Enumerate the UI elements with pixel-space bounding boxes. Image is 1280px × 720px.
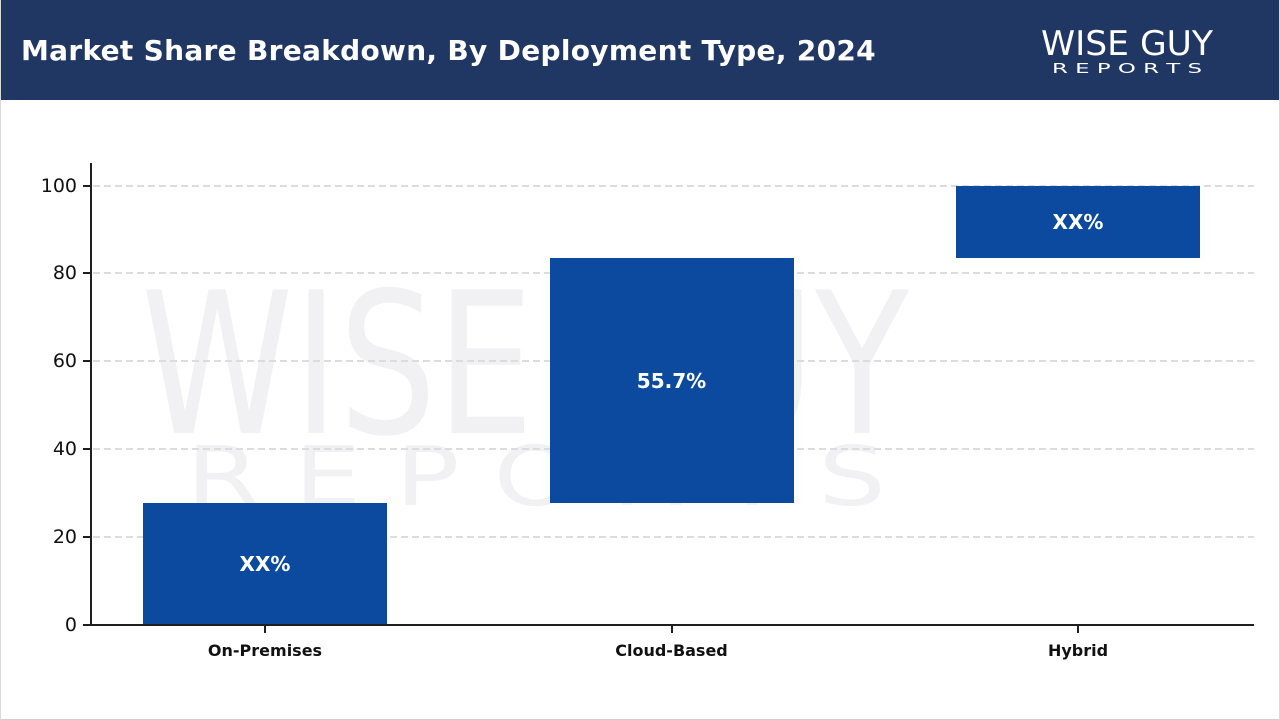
page-title: Market Share Breakdown, By Deployment Ty… — [21, 33, 876, 67]
bar-cloud-based: 55.7% — [549, 258, 794, 504]
bar-value-label: XX% — [1052, 209, 1104, 234]
y-tick-label: 40 — [52, 438, 77, 461]
y-tick-label: 20 — [52, 526, 77, 549]
gridline-100 — [93, 184, 1254, 187]
x-tick-label-cloud-based: Cloud-Based — [615, 641, 728, 660]
report-header: Market Share Breakdown, By Deployment Ty… — [1, 0, 1279, 100]
y-tick-label: 80 — [52, 262, 77, 285]
x-tick-label-hybrid: Hybrid — [1047, 641, 1109, 660]
x-tick-mark — [670, 626, 673, 633]
gridline-20 — [93, 536, 1254, 539]
x-axis-line — [90, 624, 1254, 626]
wiseguy-logo: WISE GUY R E P O R T S — [1033, 0, 1273, 100]
y-tick-mark — [83, 184, 92, 187]
logo-wordmark: WISE GUY — [1041, 24, 1213, 64]
logo-reports-text: R E P O R T S — [1052, 62, 1202, 77]
watermark-wordmark: WISE GUY — [141, 251, 910, 480]
x-tick-mark — [264, 626, 266, 633]
y-tick-label: 100 — [40, 174, 77, 197]
y-tick-mark — [83, 272, 92, 275]
x-tick-label-on-premises: On-Premises — [207, 641, 323, 660]
x-tick-mark — [1077, 626, 1079, 633]
y-tick-mark — [83, 536, 92, 539]
y-tick-mark — [83, 448, 92, 451]
bar-on-premises: XX% — [143, 503, 387, 625]
y-tick-mark — [83, 360, 92, 363]
bar-hybrid: XX% — [956, 185, 1200, 259]
y-tick-mark — [83, 624, 92, 626]
bar-value-label: XX% — [239, 552, 291, 577]
y-tick-label: 60 — [52, 350, 77, 373]
logo-head-icon — [1207, 10, 1269, 86]
y-tick-label: 0 — [64, 614, 77, 636]
y-axis-line — [90, 163, 92, 626]
bar-value-label: 55.7% — [636, 368, 707, 393]
watermark-head-icon — [841, 228, 1181, 593]
